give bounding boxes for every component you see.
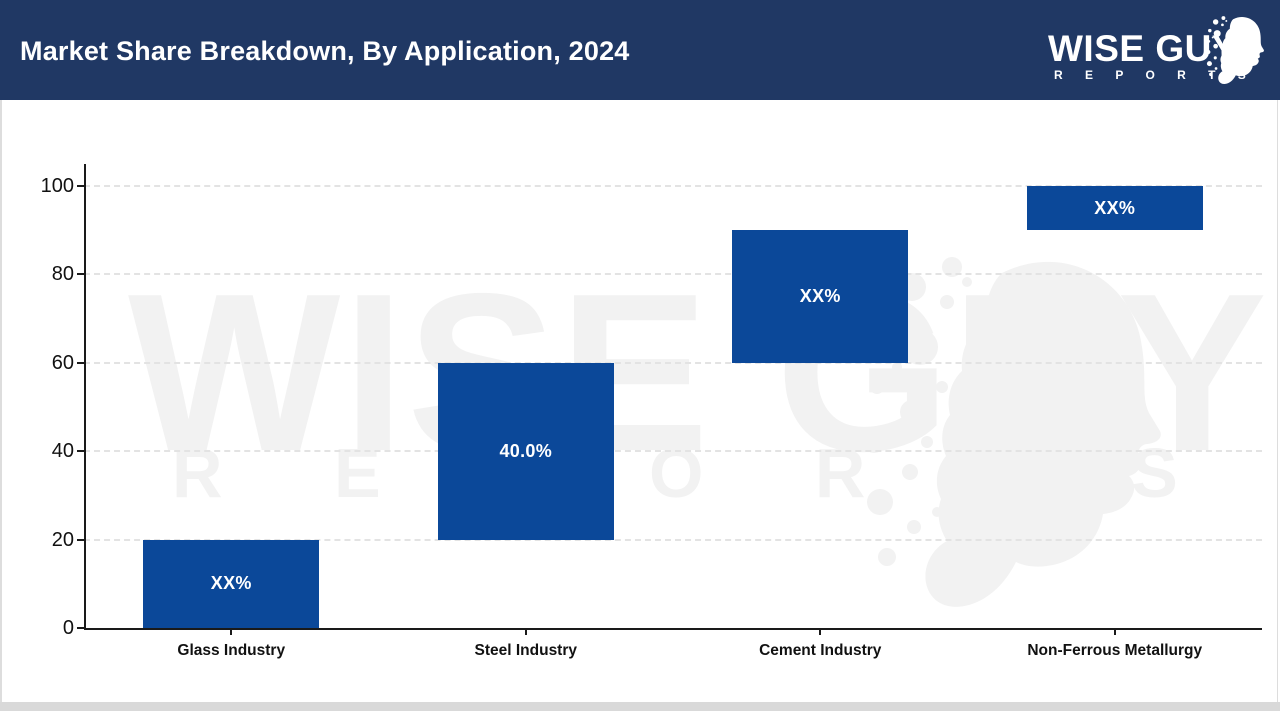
x-tick-mark	[230, 628, 233, 635]
y-tick-mark	[77, 185, 84, 187]
header-band: Market Share Breakdown, By Application, …	[0, 0, 1280, 100]
y-tick-mark	[77, 361, 84, 364]
bar-value-label: 40.0%	[499, 440, 553, 461]
x-axis-spine	[84, 628, 1262, 630]
brand-head-icon	[1204, 16, 1264, 84]
x-axis-label: Glass Industry	[177, 642, 286, 659]
y-gridline	[84, 273, 1262, 276]
y-gridline	[84, 538, 1262, 541]
y-gridline	[84, 185, 1262, 187]
y-tick-mark	[77, 538, 84, 541]
y-gridline	[84, 450, 1262, 453]
x-axis-label: Steel Industry	[474, 642, 578, 659]
y-tick-label: 20	[51, 528, 74, 551]
x-tick-mark	[819, 628, 822, 635]
y-axis-spine	[84, 164, 86, 630]
y-tick-label: 60	[51, 351, 74, 374]
bar-non-ferrous-metallurgy: XX%	[1026, 186, 1203, 231]
brand-logo: WISE GUY R E P O R T S	[1020, 6, 1270, 96]
chart-area: WISE GUY R E P O R T S 0 20 40 60 80 100 XX% Gl…	[0, 100, 1280, 711]
y-tick-mark	[77, 273, 84, 276]
x-tick-mark	[524, 628, 527, 635]
y-tick-label: 0	[62, 617, 74, 639]
bar-value-label: XX%	[1094, 197, 1136, 218]
y-tick-label: 40	[51, 440, 74, 463]
x-axis-label: Cement Industry	[759, 642, 882, 659]
y-tick-mark	[77, 627, 84, 629]
x-axis-label: Non-Ferrous Metallurgy	[1027, 642, 1203, 659]
footer-strip	[0, 702, 1280, 711]
left-edge-line	[0, 100, 2, 711]
bar-cement-industry: XX%	[732, 230, 909, 363]
y-gridline	[84, 361, 1262, 364]
bar-steel-industry: 40.0%	[437, 362, 614, 540]
x-tick-mark	[1113, 628, 1116, 635]
y-tick-label: 80	[51, 263, 74, 286]
bar-value-label: XX%	[210, 573, 252, 594]
brand-subtitle-text: R E P O R T S	[1054, 68, 1256, 82]
bar-value-label: XX%	[799, 285, 841, 306]
y-tick-label: 100	[40, 175, 74, 197]
brand-name-text: WISE GUY	[1048, 28, 1238, 69]
bar-glass-industry: XX%	[143, 539, 320, 628]
page-title: Market Share Breakdown, By Application, …	[20, 36, 630, 66]
y-tick-mark	[77, 450, 84, 453]
right-edge-line	[1277, 100, 1278, 711]
